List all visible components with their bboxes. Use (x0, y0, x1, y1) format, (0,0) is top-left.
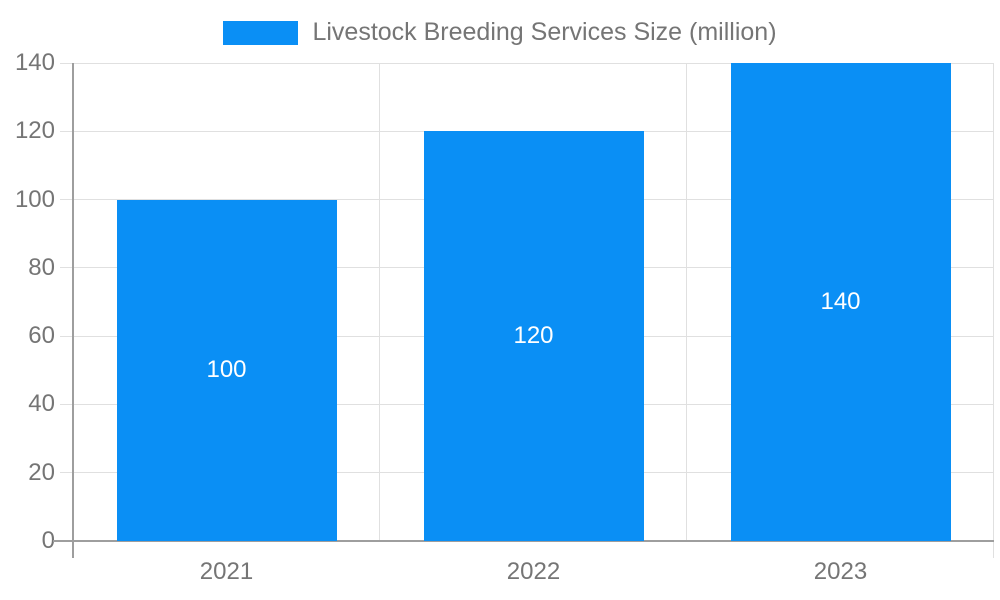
legend-label: Livestock Breeding Services Size (millio… (312, 18, 777, 46)
bar-value-label: 140 (820, 288, 861, 315)
y-axis-line (72, 63, 74, 558)
column-gridline (686, 63, 687, 541)
y-tick-label: 100 (14, 185, 55, 213)
plot-right-border (993, 63, 994, 558)
bar-value-label: 100 (206, 356, 247, 384)
y-tick-label: 60 (28, 322, 55, 350)
x-axis-line (53, 540, 994, 542)
plot-area: 0 20 40 60 80 100 120 140 100 2021 120 2022 140 2023 (15, 49, 994, 585)
y-tick-label: 80 (28, 253, 55, 281)
y-gridline-120 (60, 130, 994, 132)
y-tick-label: 0 (41, 527, 55, 554)
column-gridline (379, 63, 380, 541)
bar-2023[interactable] (730, 63, 951, 541)
legend-swatch (223, 20, 299, 45)
y-tick-label: 120 (14, 117, 55, 145)
bar-2022[interactable] (423, 131, 644, 541)
y-tick-label: 20 (28, 458, 55, 486)
y-tick-label: 40 (28, 390, 55, 418)
x-tick-label-2022: 2022 (506, 558, 561, 585)
y-tick-label: 140 (14, 49, 55, 76)
x-tick-label-2023: 2023 (813, 558, 868, 585)
bar-2021[interactable] (116, 199, 337, 541)
x-tick-label-2021: 2021 (199, 558, 254, 585)
legend[interactable]: Livestock Breeding Services Size (millio… (0, 18, 1000, 47)
bar-value-label: 120 (513, 322, 554, 350)
y-gridline-140 (60, 62, 994, 64)
